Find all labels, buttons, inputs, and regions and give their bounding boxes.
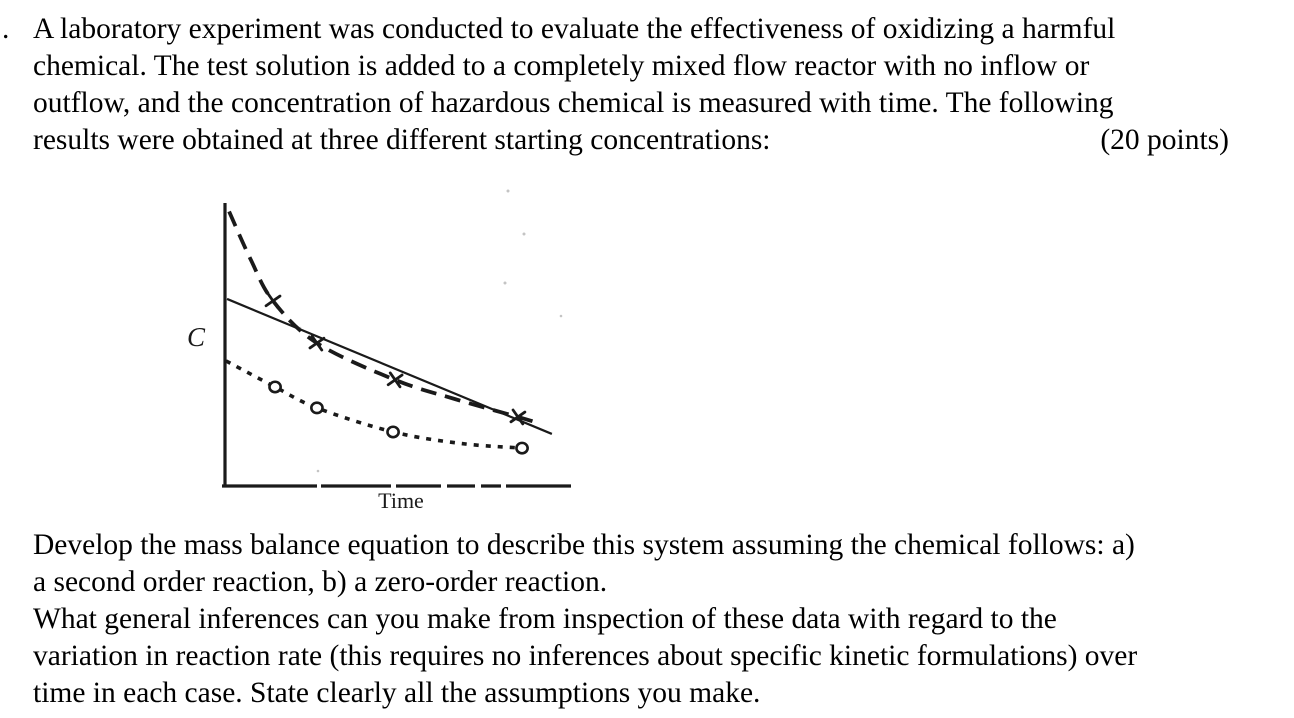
body-line-5: time in each case. State clearly all the… [33,677,761,709]
series-solid-line [226,297,553,435]
intro-line-2: chemical. The test solution is added to … [33,50,1090,82]
intro-line-4: results were obtained at three different… [33,122,1229,159]
o-marker [515,441,529,455]
body-line-3: What general inferences can you make fro… [33,603,1057,635]
body-line-2: a second order reaction, b) a zero-order… [33,566,608,598]
o-marker [310,401,324,415]
intro-line-3: outflow, and the concentration of hazard… [33,87,1114,119]
body-line-1: Develop the mass balance equation to des… [33,529,1135,561]
x-marker [386,371,404,389]
o-marker [386,425,400,439]
question-number-marker: . [2,13,10,45]
o-marker [268,380,282,394]
x-marker [308,334,326,352]
series-layer [225,210,553,455]
points-label: (20 points) [1100,124,1229,156]
figure-chart-svg: C Time [187,189,571,513]
scan-noise [298,189,563,473]
body-line-4: variation in reaction rate (this require… [33,640,1138,672]
intro-line-4-text: results were obtained at three different… [33,124,771,156]
y-axis-label: C [187,322,206,352]
x-axis-label: Time [378,488,424,513]
question-body: Develop the mass balance equation to des… [33,527,1258,712]
series-dashed-line [227,210,536,424]
concentration-time-figure: C Time [168,182,598,527]
series-dotted-line [225,359,523,450]
x-marker [264,292,282,310]
question-intro: A laboratory experiment was conducted to… [33,11,1229,159]
intro-line-1: A laboratory experiment was conducted to… [33,13,1116,45]
